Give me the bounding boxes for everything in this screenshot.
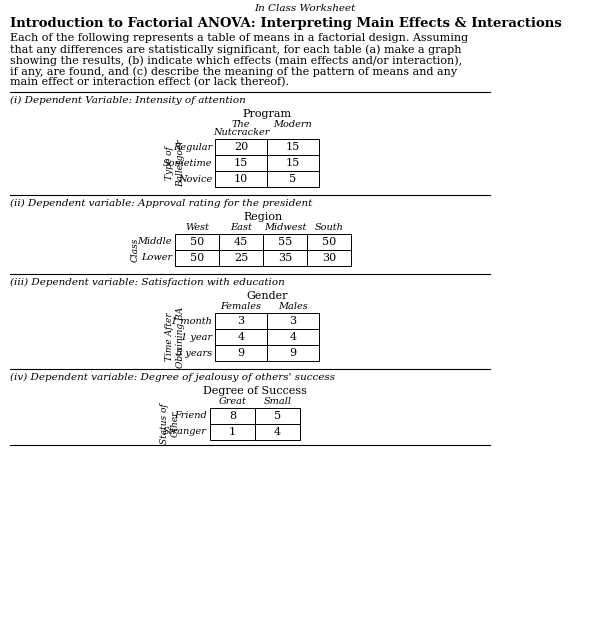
Text: 3: 3	[237, 316, 245, 326]
Text: 9: 9	[237, 348, 245, 358]
Bar	[267, 329, 319, 345]
Text: Class: Class	[131, 238, 140, 262]
Text: showing the results, (b) indicate which effects (main effects and/or interaction: showing the results, (b) indicate which …	[10, 55, 462, 65]
Bar	[210, 424, 255, 440]
Bar	[267, 171, 319, 187]
Text: 50: 50	[190, 253, 204, 263]
Bar	[215, 155, 267, 171]
Text: Nutcracker: Nutcracker	[213, 128, 269, 137]
Text: Type of
Balletgoer: Type of Balletgoer	[165, 139, 185, 187]
Bar	[255, 408, 300, 424]
Text: 15: 15	[286, 158, 300, 168]
Text: (iii) Dependent variable: Satisfaction with education: (iii) Dependent variable: Satisfaction w…	[10, 278, 285, 287]
Text: West: West	[185, 223, 209, 232]
Text: Females: Females	[220, 302, 262, 311]
Text: Middle: Middle	[137, 238, 172, 247]
Bar	[215, 329, 267, 345]
Text: Regular: Regular	[173, 143, 212, 152]
Text: 1: 1	[229, 427, 236, 437]
Text: 25: 25	[234, 253, 248, 263]
Text: (ii) Dependent variable: Approval rating for the president: (ii) Dependent variable: Approval rating…	[10, 199, 312, 208]
Text: Midwest: Midwest	[264, 223, 306, 232]
Bar	[215, 345, 267, 361]
Bar	[219, 234, 263, 250]
Bar	[267, 313, 319, 329]
Text: Novice: Novice	[178, 175, 212, 184]
Text: 50: 50	[190, 237, 204, 247]
Bar	[175, 234, 219, 250]
Text: 50: 50	[322, 237, 336, 247]
Text: Region: Region	[243, 212, 282, 222]
Text: main effect or interaction effect (or lack thereof).: main effect or interaction effect (or la…	[10, 77, 289, 87]
Text: 30: 30	[322, 253, 336, 263]
Bar	[175, 250, 219, 266]
Bar	[215, 171, 267, 187]
Text: Each of the following represents a table of means in a factorial design. Assumin: Each of the following represents a table…	[10, 33, 468, 43]
Bar	[267, 155, 319, 171]
Text: 35: 35	[278, 253, 292, 263]
Text: 15: 15	[286, 142, 300, 152]
Text: 8: 8	[229, 411, 236, 421]
Text: 15: 15	[234, 158, 248, 168]
Bar	[219, 250, 263, 266]
Text: (i) Dependent Variable: Intensity of attention: (i) Dependent Variable: Intensity of att…	[10, 96, 246, 105]
Text: Modern: Modern	[274, 120, 312, 129]
Text: Sometime: Sometime	[162, 159, 212, 168]
Text: 5: 5	[289, 174, 296, 184]
Text: that any differences are statistically significant, for each table (a) make a gr: that any differences are statistically s…	[10, 44, 462, 55]
Text: In Class Worksheet: In Class Worksheet	[254, 4, 356, 13]
Text: Friend: Friend	[174, 412, 207, 421]
Text: 1 year: 1 year	[181, 333, 212, 342]
Text: 10: 10	[234, 174, 248, 184]
Bar	[307, 250, 351, 266]
Text: 3: 3	[289, 316, 296, 326]
Text: 5 years: 5 years	[176, 349, 212, 358]
Text: East: East	[230, 223, 252, 232]
Text: 4: 4	[274, 427, 281, 437]
Text: Stranger: Stranger	[163, 428, 207, 437]
Text: Program: Program	[242, 109, 292, 119]
Text: 55: 55	[278, 237, 292, 247]
Bar	[307, 234, 351, 250]
Text: 45: 45	[234, 237, 248, 247]
Text: 4: 4	[237, 332, 245, 342]
Text: Great: Great	[218, 397, 246, 406]
Text: 4: 4	[289, 332, 296, 342]
Text: Time After
Obtaining BA: Time After Obtaining BA	[165, 306, 185, 368]
Text: Gender: Gender	[246, 291, 288, 301]
Text: 9: 9	[289, 348, 296, 358]
Text: Males: Males	[278, 302, 308, 311]
Text: 5: 5	[274, 411, 281, 421]
Text: Status of
Other: Status of Other	[160, 404, 180, 444]
Bar	[215, 139, 267, 155]
Text: (iv) Dependent variable: Degree of jealousy of others' success: (iv) Dependent variable: Degree of jealo…	[10, 373, 335, 382]
Text: if any, are found, and (c) describe the meaning of the pattern of means and any: if any, are found, and (c) describe the …	[10, 66, 457, 76]
Text: South: South	[315, 223, 343, 232]
Bar	[215, 313, 267, 329]
Text: Small: Small	[264, 397, 292, 406]
Text: 1 month: 1 month	[171, 317, 212, 325]
Bar	[263, 234, 307, 250]
Bar	[210, 408, 255, 424]
Text: Introduction to Factorial ANOVA: Interpreting Main Effects & Interactions: Introduction to Factorial ANOVA: Interpr…	[10, 17, 562, 30]
Text: 20: 20	[234, 142, 248, 152]
Text: Degree of Success: Degree of Success	[203, 386, 307, 396]
Bar	[267, 345, 319, 361]
Bar	[263, 250, 307, 266]
Bar	[255, 424, 300, 440]
Text: Lower: Lower	[141, 254, 172, 263]
Bar	[267, 139, 319, 155]
Text: The: The	[232, 120, 250, 129]
